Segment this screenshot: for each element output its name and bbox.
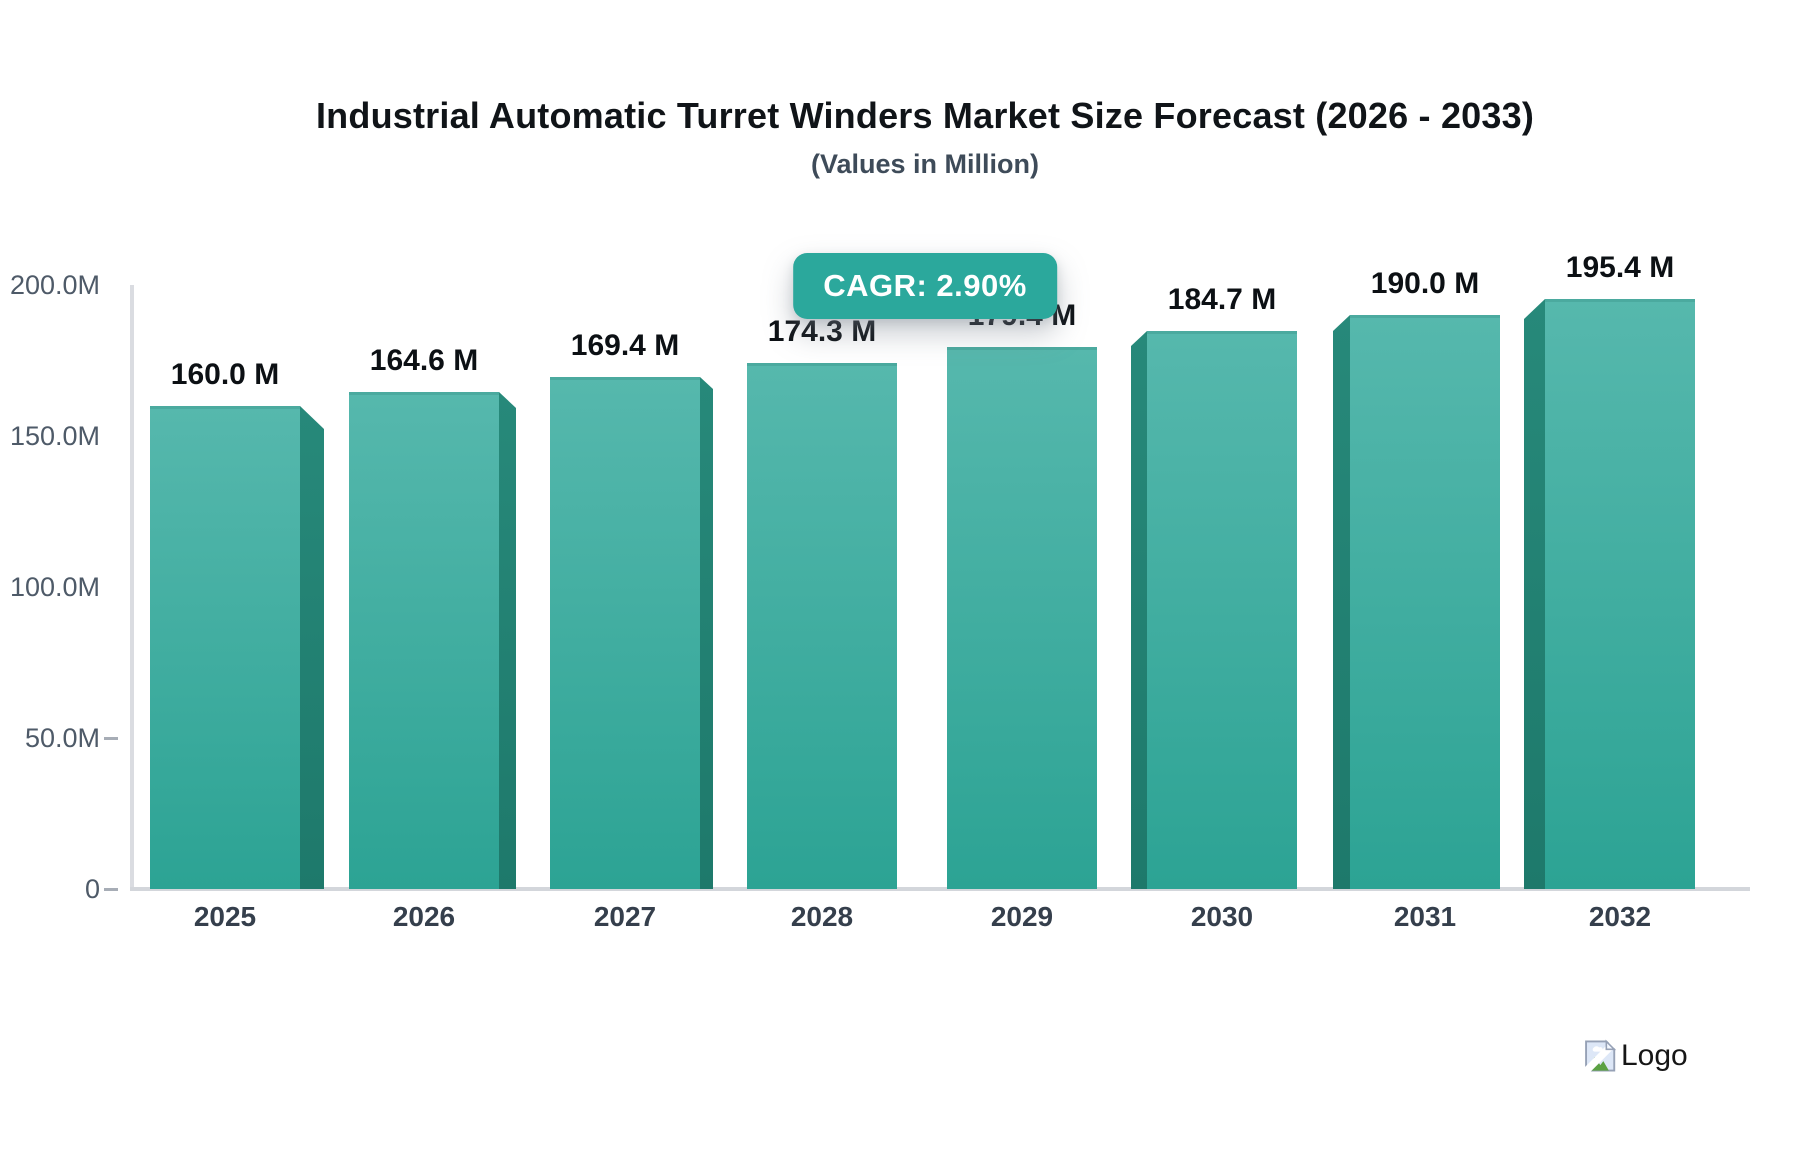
bar-2032[interactable]	[1545, 299, 1695, 889]
page-title: Industrial Automatic Turret Winders Mark…	[315, 95, 1535, 136]
chart-subtitle: (Values in Million)	[810, 149, 1040, 179]
bar-value-label: 160.0 M	[170, 358, 280, 391]
x-axis-baseline	[130, 887, 1750, 891]
bar-side-2032	[1524, 299, 1545, 889]
bar-2029[interactable]	[947, 347, 1097, 889]
bar-side-2027	[700, 377, 713, 889]
bar-2028[interactable]	[747, 363, 897, 889]
x-axis-category-label: 2032	[1588, 901, 1652, 932]
bar-2025[interactable]	[150, 406, 300, 889]
y-axis-tick-label: 150.0M	[9, 421, 100, 451]
bar-2027[interactable]	[550, 377, 700, 889]
y-axis-tick-mark	[104, 737, 118, 740]
x-axis-category-label: 2031	[1393, 901, 1457, 932]
bar-side-2030	[1131, 331, 1147, 889]
cagr-badge: CAGR: 2.90%	[793, 253, 1057, 319]
broken-image-icon	[1581, 1037, 1619, 1075]
bar-2026[interactable]	[349, 392, 499, 889]
x-axis-category-label: 2030	[1190, 901, 1254, 932]
bar-side-2026	[499, 392, 516, 889]
bar-value-label: 195.4 M	[1565, 251, 1675, 284]
bar-value-label: 190.0 M	[1370, 267, 1480, 300]
x-axis-category-label: 2028	[790, 901, 854, 932]
x-axis-category-label: 2027	[593, 901, 657, 932]
bar-value-label: 164.6 M	[369, 344, 479, 377]
bar-2031[interactable]	[1350, 315, 1500, 889]
y-axis-tick-label: 0	[84, 874, 100, 904]
x-axis-category-label: 2026	[392, 901, 456, 932]
y-axis-tick-label: 100.0M	[9, 572, 100, 602]
y-axis-tick-mark	[104, 888, 118, 891]
bar-value-label: 169.4 M	[570, 329, 680, 362]
logo: Logo	[1581, 1036, 1688, 1076]
y-axis-line	[130, 285, 134, 889]
bar-side-2031	[1333, 315, 1350, 889]
y-axis-tick-label: 50.0M	[24, 723, 100, 753]
x-axis-category-label: 2025	[193, 901, 257, 932]
bar-2030[interactable]	[1147, 331, 1297, 889]
bar-value-label: 184.7 M	[1167, 283, 1277, 316]
y-axis-tick-label: 200.0M	[9, 270, 100, 300]
x-axis-category-label: 2029	[990, 901, 1054, 932]
bar-value-label: 174.3 M	[767, 315, 877, 348]
bar-side-2025	[300, 406, 324, 889]
logo-text: Logo	[1621, 1039, 1688, 1072]
